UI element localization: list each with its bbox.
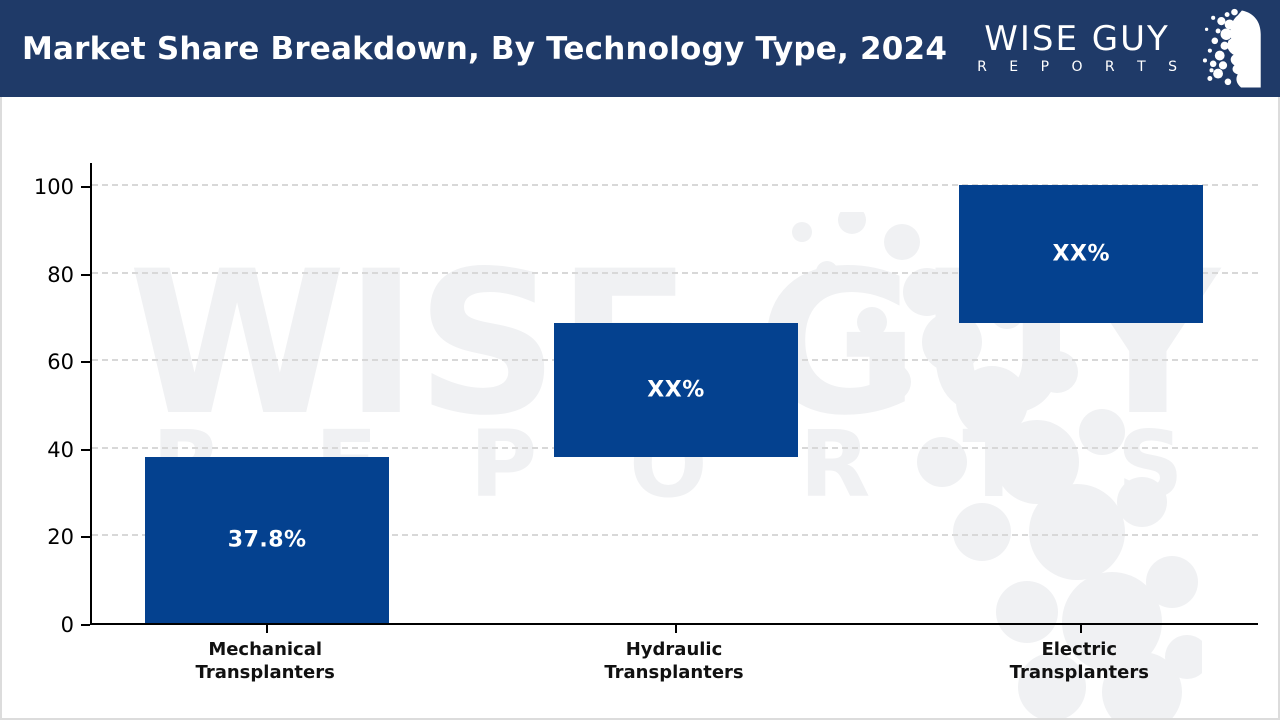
header: Market Share Breakdown, By Technology Ty… [0, 0, 1280, 97]
y-axis: 0 20 40 60 80 100 [2, 163, 90, 637]
page-title: Market Share Breakdown, By Technology Ty… [22, 30, 948, 67]
y-tick-label-40: 40 [47, 437, 74, 462]
x-category-label-3: Electric Transplanters [1009, 639, 1149, 684]
y-tick-mark-40 [81, 448, 90, 451]
bar-value-label-3: XX% [1052, 241, 1111, 267]
y-tick-label-60: 60 [47, 350, 74, 375]
y-tick-mark-80 [81, 273, 90, 276]
gridline-80 [92, 271, 1258, 274]
y-tick-mark-0 [81, 624, 90, 626]
bar-1: 37.8% [145, 457, 390, 623]
y-tick-label-0: 0 [60, 613, 74, 637]
wiseguy-logo: WISE GUY R E P O R T S [968, 6, 1264, 92]
x-axis-labels: Mechanical Transplanters Hydraulic Transp… [90, 638, 1258, 708]
chart: WISE GUY R E P O R T S 0 20 40 60 80 100 37.8… [0, 97, 1280, 720]
x-tick-mark-1 [266, 625, 269, 633]
gridline-100 [92, 184, 1258, 186]
x-category-label-1: Mechanical Transplanters [195, 639, 335, 684]
bar-value-label-2: XX% [647, 377, 705, 403]
x-tick-mark-2 [675, 625, 677, 633]
bar-3: XX% [959, 185, 1204, 323]
x-tick-mark-3 [1080, 625, 1083, 633]
logo-wordmark: WISE GUY R E P O R T S [968, 19, 1186, 75]
bar-2: XX% [554, 322, 798, 458]
y-tick-label-80: 80 [47, 262, 74, 287]
x-category-label-2: Hydraulic Transplanters [604, 639, 744, 684]
y-tick-label-100: 100 [33, 175, 74, 199]
plot-area: 37.8% XX% XX% [90, 163, 1258, 633]
wiseguy-face-logo-icon [1202, 8, 1261, 88]
bar-value-label-1: 37.8% [227, 527, 307, 553]
logo-wordmark-line1: WISE GUY [984, 19, 1170, 60]
logo-wordmark-line2: R E P O R T S [977, 58, 1186, 75]
y-tick-label-20: 20 [47, 525, 74, 550]
gridline-20 [92, 534, 1258, 537]
y-tick-mark-100 [81, 186, 90, 188]
y-tick-mark-20 [81, 536, 90, 539]
y-tick-mark-60 [81, 361, 90, 364]
